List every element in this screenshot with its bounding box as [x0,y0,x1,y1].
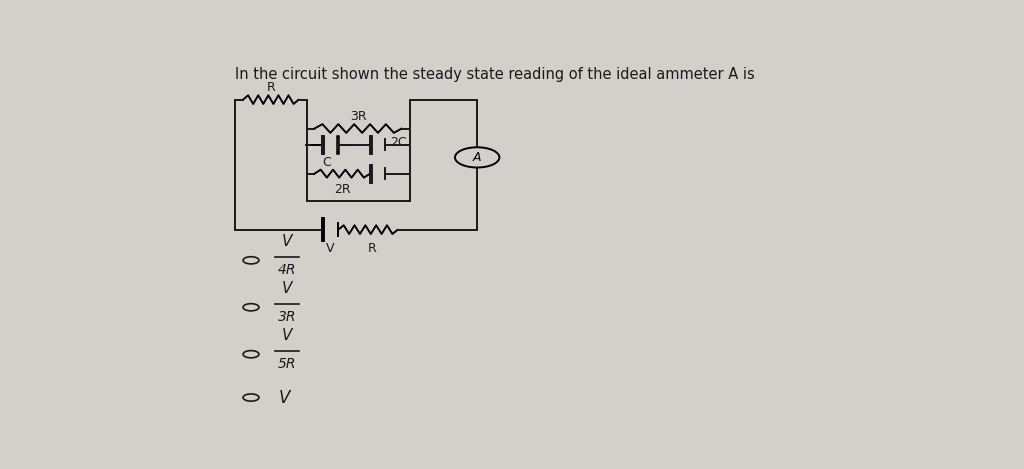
Text: R: R [368,242,377,255]
Text: V: V [326,242,335,255]
Text: 5R: 5R [278,357,296,371]
Text: 3R: 3R [278,310,296,324]
Text: 2C: 2C [390,136,407,150]
Text: C: C [322,156,331,168]
Text: V: V [279,388,290,407]
Text: V: V [282,281,292,296]
Text: 4R: 4R [278,263,296,277]
Text: V: V [282,234,292,250]
Text: 3R: 3R [350,110,367,123]
Text: R: R [266,81,275,94]
Text: 2R: 2R [334,183,350,196]
Text: V: V [282,328,292,343]
Text: In the circuit shown the steady state reading of the ideal ammeter A is: In the circuit shown the steady state re… [236,67,755,82]
Text: $A$: $A$ [472,151,482,164]
